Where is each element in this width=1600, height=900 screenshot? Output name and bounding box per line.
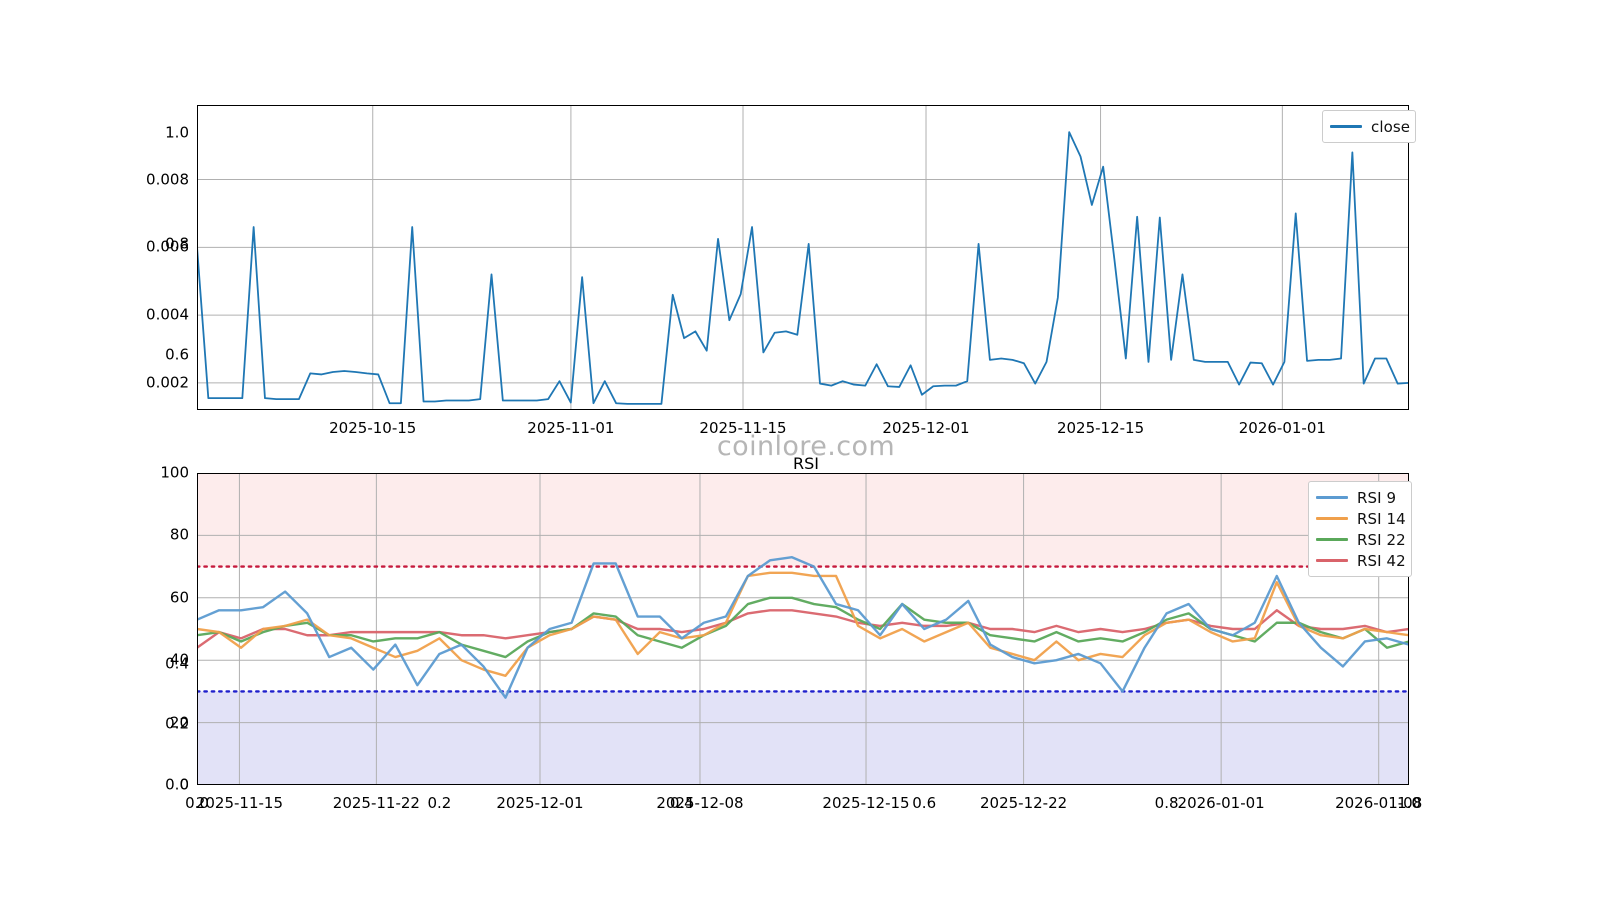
legend-line-swatch-icon <box>1316 559 1348 562</box>
price-xtick-2025-10-15: 2025-10-15 <box>329 419 417 437</box>
rsi-xtick-2025-11-22: 2025-11-22 <box>332 794 420 812</box>
rsi-ytick-20: 20 <box>169 713 189 732</box>
rsi-xtick-secondary-0.0: 0.0 <box>185 794 209 812</box>
rsi-xtick-secondary-0.2: 0.2 <box>427 794 452 812</box>
rsi-xtick-secondary-0.8: 0.8 <box>1154 794 1179 812</box>
rsi-legend-label: RSI 22 <box>1357 530 1406 549</box>
rsi-xtick-2025-12-08: 2025-12-08 <box>656 794 744 812</box>
rsi-xtick-2026-01-08: 2026-01-08 <box>1335 794 1423 812</box>
rsi-xtick-2025-12-01: 2025-12-01 <box>496 794 584 812</box>
rsi-chart-panel <box>197 473 1409 785</box>
rsi-legend[interactable]: RSI 9 RSI 14 RSI 22 RSI 42 <box>1308 481 1412 577</box>
legend-line-swatch-icon <box>1330 125 1362 128</box>
price-chart-panel <box>197 105 1409 410</box>
rsi-legend-item-1[interactable]: RSI 9 <box>1316 487 1402 508</box>
legend-line-swatch-icon <box>1316 517 1348 520</box>
price-legend-item-1[interactable]: close <box>1330 116 1410 137</box>
rsi-ytick-secondary-0.4: 0.4 <box>165 654 189 673</box>
price-xtick-2026-01-01: 2026-01-01 <box>1238 419 1326 437</box>
price-ytick-0.004: 0.004 <box>146 305 189 324</box>
price-legend[interactable]: close <box>1322 110 1416 143</box>
price-xtick-2025-12-01: 2025-12-01 <box>882 419 970 437</box>
price-ytick-secondary-0.8: 0.8 <box>165 234 189 253</box>
price-ytick-0.008: 0.008 <box>146 170 189 189</box>
price-ytick-0.002: 0.002 <box>146 373 189 392</box>
rsi-ytick-0: 0 <box>179 775 189 794</box>
rsi-xtick-secondary-0.6: 0.6 <box>912 794 937 812</box>
price-ytick-secondary-1.0: 1.0 <box>165 123 189 142</box>
rsi-ytick-80: 80 <box>169 525 189 544</box>
rsi-ytick-40: 40 <box>169 650 189 669</box>
watermark: coinlore.com <box>716 431 896 462</box>
price-plot-area <box>197 105 1409 410</box>
price-xtick-2025-11-15: 2025-11-15 <box>699 419 787 437</box>
rsi-legend-label: RSI 9 <box>1357 488 1397 507</box>
legend-line-swatch-icon <box>1316 538 1348 541</box>
rsi-legend-item-2[interactable]: RSI 14 <box>1316 508 1406 529</box>
price-ytick-0.006: 0.006 <box>146 237 189 256</box>
rsi-legend-item-3[interactable]: RSI 22 <box>1316 529 1406 550</box>
legend-line-swatch-icon <box>1316 496 1348 499</box>
rsi-plot-frame <box>197 473 1409 785</box>
price-ytick-secondary-0.6: 0.6 <box>165 345 189 364</box>
price-plot-frame <box>197 105 1409 410</box>
rsi-xtick-2026-01-01: 2026-01-01 <box>1177 794 1265 812</box>
rsi-xtick-2025-12-15: 2025-12-15 <box>822 794 910 812</box>
rsi-xtick-2025-11-15: 2025-11-15 <box>195 794 283 812</box>
price-xtick-2025-12-15: 2025-12-15 <box>1056 419 1145 437</box>
rsi-ytick-60: 60 <box>169 588 189 607</box>
rsi-ytick-secondary-0.0: 0.0 <box>165 775 189 794</box>
rsi-xtick-secondary-1.0: 1.0 <box>1397 794 1421 812</box>
rsi-plot-area <box>197 473 1409 785</box>
rsi-legend-item-4[interactable]: RSI 42 <box>1316 550 1406 571</box>
rsi-legend-label: RSI 42 <box>1357 551 1406 570</box>
rsi-panel-title: RSI <box>793 454 819 473</box>
price-xtick-2025-11-01: 2025-11-01 <box>527 419 615 437</box>
rsi-xtick-secondary-0.4: 0.4 <box>669 794 694 812</box>
price-legend-label: close <box>1371 117 1411 136</box>
rsi-ytick-100: 100 <box>160 463 189 482</box>
rsi-xtick-2025-12-22: 2025-12-22 <box>979 794 1068 812</box>
rsi-ytick-secondary-0.2: 0.2 <box>165 714 189 733</box>
rsi-legend-label: RSI 14 <box>1357 509 1406 528</box>
